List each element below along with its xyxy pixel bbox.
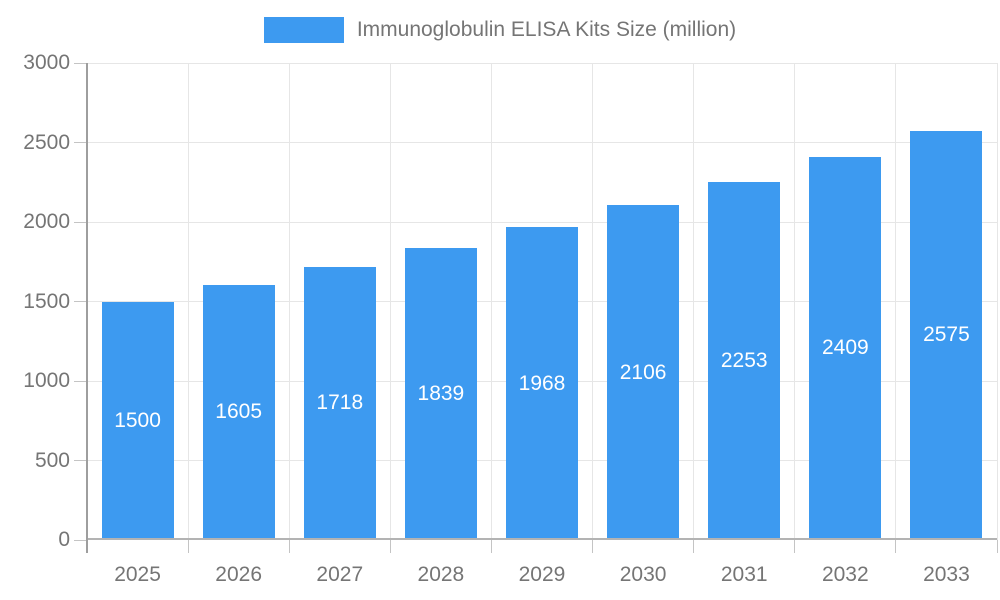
gridline-horizontal bbox=[87, 221, 997, 223]
x-axis-tick bbox=[592, 540, 594, 553]
y-axis-tick-label: 1000 bbox=[23, 369, 70, 392]
y-axis-line bbox=[86, 63, 88, 553]
plot-area: 0 500 1000 1500 2000 2500 3000 1500 2025 1605 2026… bbox=[23, 51, 998, 586]
y-axis-tick bbox=[74, 460, 87, 461]
bar-value-label: 1605 bbox=[215, 400, 263, 424]
x-axis-tick bbox=[794, 540, 796, 553]
bar bbox=[809, 156, 882, 540]
x-axis-tick bbox=[288, 540, 290, 553]
legend: Immunoglobulin ELISA Kits Size (million) bbox=[0, 17, 1000, 43]
y-axis-tick bbox=[74, 221, 87, 223]
gridline-horizontal bbox=[87, 62, 997, 64]
x-axis-tick-label: 2028 bbox=[417, 563, 465, 586]
x-axis-tick-label: 2032 bbox=[821, 563, 869, 586]
y-axis-tick-label: 2000 bbox=[23, 210, 70, 233]
gridline-vertical bbox=[895, 63, 897, 540]
bar bbox=[506, 227, 578, 540]
y-axis-tick bbox=[74, 539, 87, 541]
x-axis-tick bbox=[895, 540, 897, 553]
x-axis-tick bbox=[187, 540, 189, 553]
gridline-vertical bbox=[490, 63, 492, 540]
bar bbox=[303, 266, 376, 540]
x-axis-tick-label: 2027 bbox=[316, 563, 364, 586]
gridline-vertical bbox=[592, 63, 594, 540]
y-axis-tick-label: 500 bbox=[34, 448, 70, 472]
x-axis-tick bbox=[490, 540, 492, 553]
gridline-vertical bbox=[288, 63, 290, 540]
gridline-vertical bbox=[693, 63, 695, 540]
bar-value-label: 1500 bbox=[114, 408, 161, 432]
bar-value-label: 1839 bbox=[417, 381, 465, 405]
x-axis-tick-label: 2030 bbox=[619, 563, 667, 586]
legend-item[interactable]: Immunoglobulin ELISA Kits Size (million) bbox=[263, 17, 737, 43]
bar bbox=[101, 301, 174, 540]
y-axis-tick-label: 0 bbox=[58, 528, 70, 551]
x-axis-line bbox=[87, 538, 997, 540]
x-axis-tick bbox=[996, 540, 998, 553]
bar bbox=[202, 284, 275, 540]
legend-swatch bbox=[263, 17, 344, 43]
gridline-vertical bbox=[389, 63, 391, 540]
bar-value-label: 2106 bbox=[619, 360, 667, 384]
bar-value-label: 2253 bbox=[720, 348, 768, 372]
x-axis-tick bbox=[389, 540, 391, 553]
bar-value-label: 2409 bbox=[821, 336, 869, 360]
bar bbox=[607, 205, 680, 540]
gridline-vertical bbox=[996, 63, 998, 540]
x-axis-tick-label: 2029 bbox=[518, 563, 566, 586]
y-axis-tick bbox=[74, 142, 87, 143]
bar-value-label: 1968 bbox=[518, 371, 566, 395]
y-axis-tick bbox=[74, 380, 87, 382]
legend-label: Immunoglobulin ELISA Kits Size (million) bbox=[356, 18, 737, 41]
y-axis-tick-label: 1500 bbox=[23, 289, 70, 313]
x-axis-tick-label: 2025 bbox=[114, 563, 161, 586]
bar bbox=[708, 181, 781, 540]
x-axis-tick-label: 2026 bbox=[215, 563, 263, 586]
bar-value-label: 1718 bbox=[316, 391, 364, 415]
bar bbox=[910, 130, 983, 540]
y-axis-tick-label: 3000 bbox=[23, 51, 70, 74]
bar-value-label: 2575 bbox=[923, 323, 970, 347]
gridline-vertical bbox=[187, 63, 189, 540]
x-axis-tick-label: 2033 bbox=[923, 563, 970, 586]
x-axis-tick-label: 2031 bbox=[720, 563, 768, 586]
gridline-vertical bbox=[794, 63, 796, 540]
y-axis-tick-label: 2500 bbox=[23, 130, 70, 154]
y-axis-tick bbox=[74, 301, 87, 302]
bar bbox=[404, 247, 477, 540]
x-axis-tick bbox=[693, 540, 695, 553]
gridline-horizontal bbox=[87, 142, 997, 143]
y-axis-tick bbox=[74, 62, 87, 64]
